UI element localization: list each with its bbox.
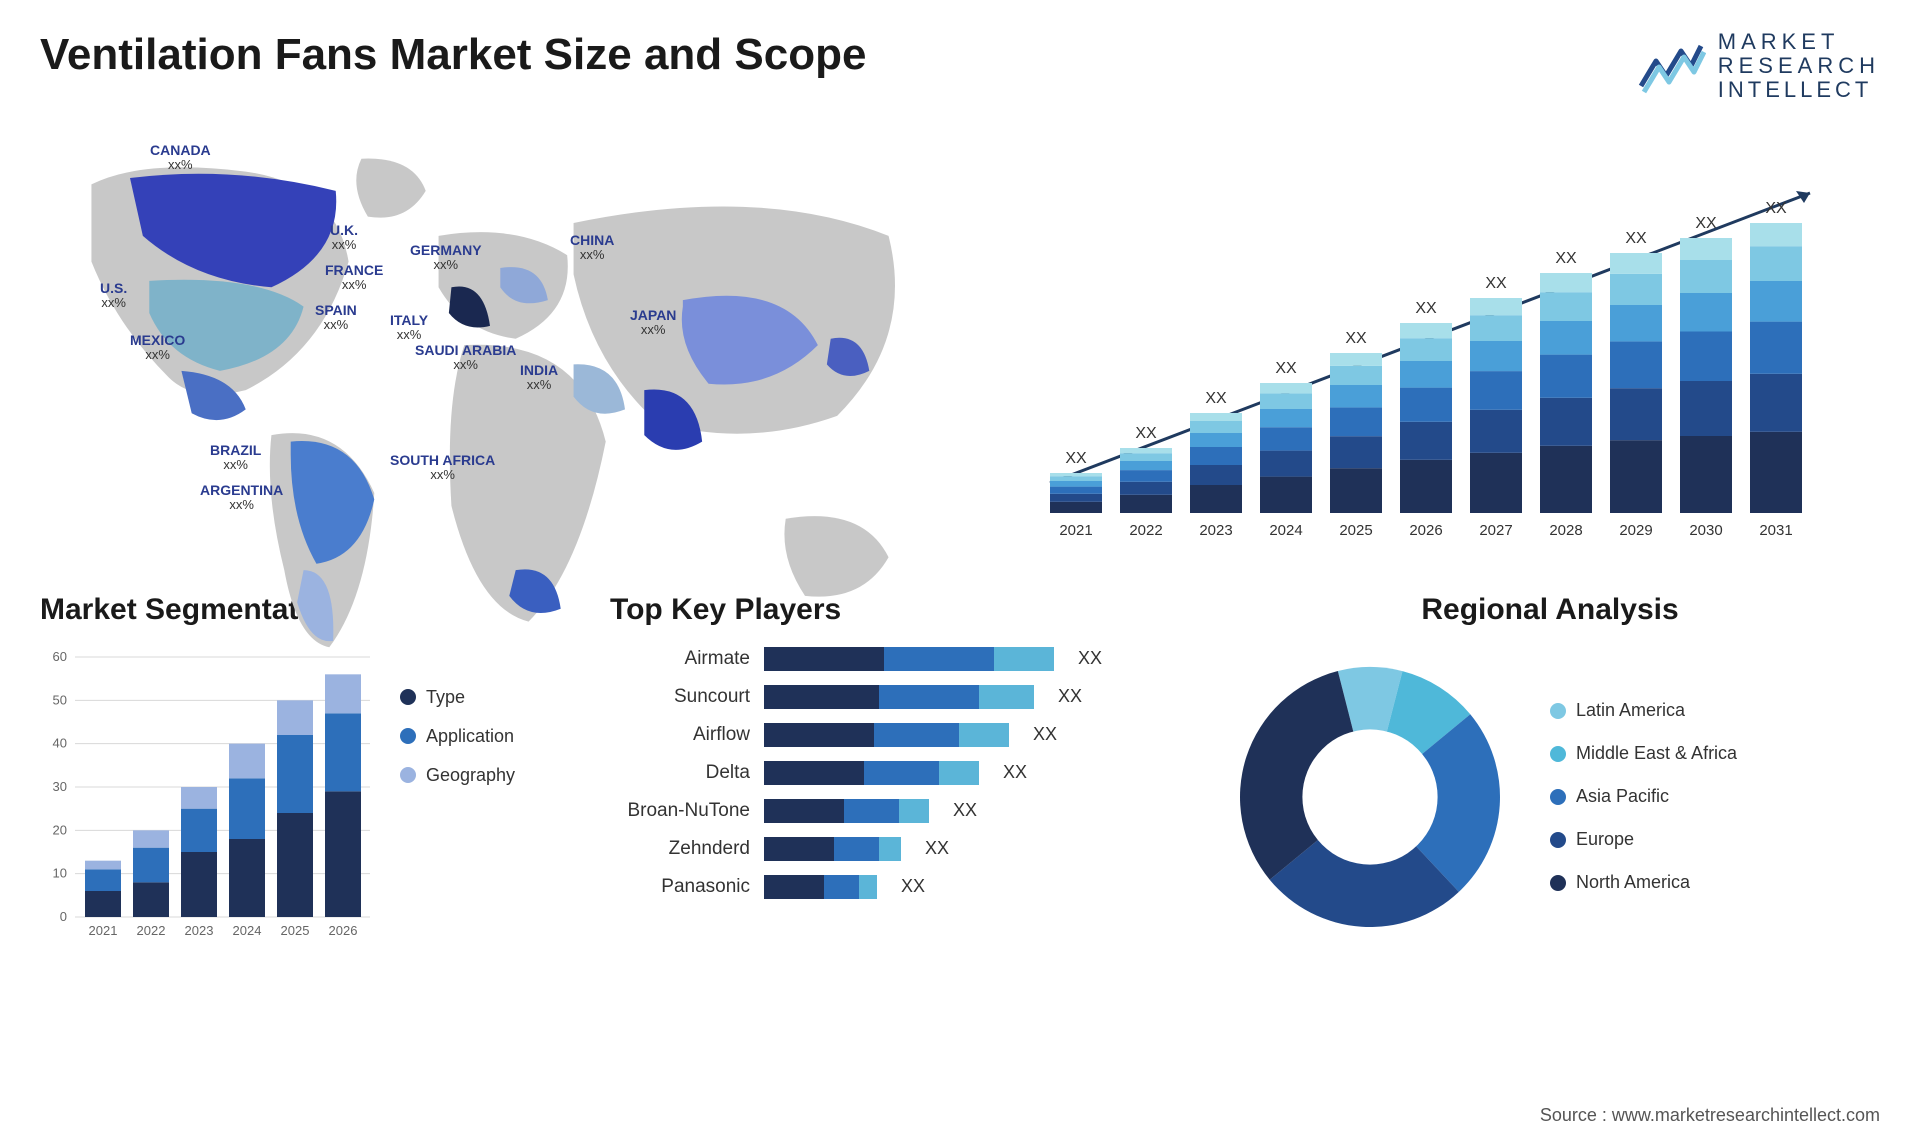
logo-text-1: MARKET [1718, 30, 1880, 54]
map-label-china: CHINAxx% [570, 233, 614, 263]
seg-legend-type: Type [400, 687, 515, 708]
svg-text:XX: XX [1555, 250, 1577, 267]
key-player-label: Airflow [610, 724, 750, 746]
svg-text:XX: XX [1765, 200, 1787, 217]
reg-legend-asia-pacific: Asia Pacific [1550, 786, 1737, 807]
key-player-label: Suncourt [610, 686, 750, 708]
key-player-bar [764, 799, 929, 823]
svg-text:XX: XX [1205, 390, 1227, 407]
key-player-value: XX [953, 800, 977, 821]
svg-text:40: 40 [53, 735, 67, 750]
svg-text:2022: 2022 [137, 923, 166, 938]
key-player-zehnderd: Zehnderd XX [610, 837, 1170, 861]
svg-text:2026: 2026 [329, 923, 358, 938]
svg-text:XX: XX [1625, 230, 1647, 247]
map-label-france: FRANCExx% [325, 263, 383, 293]
svg-text:2021: 2021 [1059, 522, 1092, 539]
map-label-u.s.: U.S.xx% [100, 281, 127, 311]
svg-text:2024: 2024 [233, 923, 262, 938]
key-player-value: XX [925, 838, 949, 859]
key-player-panasonic: Panasonic XX [610, 875, 1170, 899]
map-label-spain: SPAINxx% [315, 303, 357, 333]
map-label-saudi-arabia: SAUDI ARABIAxx% [415, 343, 516, 373]
key-player-bar [764, 875, 877, 899]
svg-text:2027: 2027 [1479, 522, 1512, 539]
key-player-delta: Delta XX [610, 761, 1170, 785]
reg-legend-latin-america: Latin America [1550, 700, 1737, 721]
svg-text:20: 20 [53, 822, 67, 837]
svg-text:2026: 2026 [1409, 522, 1442, 539]
reg-legend-north-america: North America [1550, 872, 1737, 893]
map-label-brazil: BRAZILxx% [210, 443, 261, 473]
seg-legend-application: Application [400, 726, 515, 747]
svg-text:2022: 2022 [1129, 522, 1162, 539]
svg-text:XX: XX [1415, 300, 1437, 317]
svg-text:XX: XX [1135, 425, 1157, 442]
world-map [40, 133, 940, 673]
svg-text:2024: 2024 [1269, 522, 1302, 539]
map-label-japan: JAPANxx% [630, 308, 676, 338]
map-label-india: INDIAxx% [520, 363, 558, 393]
key-player-bar [764, 685, 1034, 709]
regional-title: Regional Analysis [1220, 593, 1880, 627]
key-player-broan-nutone: Broan-NuTone XX [610, 799, 1170, 823]
regional-donut [1220, 647, 1520, 947]
svg-text:2023: 2023 [185, 923, 214, 938]
map-label-italy: ITALYxx% [390, 313, 428, 343]
world-map-panel: CANADAxx% U.S.xx%MEXICOxx% BRAZILxx% ARGENT… [40, 133, 940, 553]
reg-legend-europe: Europe [1550, 829, 1737, 850]
reg-legend-middle-east-africa: Middle East & Africa [1550, 743, 1737, 764]
svg-text:60: 60 [53, 649, 67, 664]
key-player-airflow: Airflow XX [610, 723, 1170, 747]
svg-text:2028: 2028 [1549, 522, 1582, 539]
map-label-germany: GERMANYxx% [410, 243, 482, 273]
svg-text:10: 10 [53, 865, 67, 880]
svg-text:2030: 2030 [1689, 522, 1722, 539]
page-title: Ventilation Fans Market Size and Scope [40, 30, 866, 80]
svg-text:0: 0 [60, 909, 67, 924]
key-player-value: XX [1058, 686, 1082, 707]
svg-text:2031: 2031 [1759, 522, 1792, 539]
map-label-u.k.: U.K.xx% [330, 223, 358, 253]
svg-text:XX: XX [1345, 330, 1367, 347]
key-player-label: Zehnderd [610, 838, 750, 860]
svg-text:XX: XX [1065, 450, 1087, 467]
segmentation-legend: Type Application Geography [400, 647, 515, 947]
map-label-south-africa: SOUTH AFRICAxx% [390, 453, 495, 483]
regional-panel: Regional Analysis Latin America Middle Ea… [1220, 593, 1880, 947]
seg-legend-geography: Geography [400, 765, 515, 786]
key-player-value: XX [901, 876, 925, 897]
growth-chart: XX 2021 XX 2022 XX 2023 XX 2024 XX 2025 XX 2026 XX 20… [980, 133, 1880, 553]
key-player-value: XX [1078, 648, 1102, 669]
brand-logo: MARKET RESEARCH INTELLECT [1636, 30, 1880, 103]
svg-text:2021: 2021 [89, 923, 118, 938]
svg-text:2025: 2025 [1339, 522, 1372, 539]
svg-text:50: 50 [53, 692, 67, 707]
map-label-mexico: MEXICOxx% [130, 333, 185, 363]
svg-text:XX: XX [1695, 215, 1717, 232]
logo-text-2: RESEARCH [1718, 54, 1880, 78]
source-text: Source : www.marketresearchintellect.com [1540, 1105, 1880, 1126]
key-player-suncourt: Suncourt XX [610, 685, 1170, 709]
key-player-label: Panasonic [610, 876, 750, 898]
svg-text:XX: XX [1485, 275, 1507, 292]
map-label-canada: CANADAxx% [150, 143, 211, 173]
key-player-value: XX [1033, 724, 1057, 745]
logo-text-3: INTELLECT [1718, 78, 1880, 102]
key-player-label: Broan-NuTone [610, 800, 750, 822]
key-player-bar [764, 837, 901, 861]
svg-text:XX: XX [1275, 360, 1297, 377]
key-player-value: XX [1003, 762, 1027, 783]
svg-text:2029: 2029 [1619, 522, 1652, 539]
svg-text:2025: 2025 [281, 923, 310, 938]
svg-text:30: 30 [53, 779, 67, 794]
key-player-bar [764, 761, 979, 785]
key-player-label: Delta [610, 762, 750, 784]
svg-text:2023: 2023 [1199, 522, 1232, 539]
logo-icon [1636, 36, 1706, 96]
key-player-bar [764, 723, 1009, 747]
regional-legend: Latin America Middle East & Africa Asia Pa… [1550, 700, 1737, 893]
map-label-argentina: ARGENTINAxx% [200, 483, 283, 513]
